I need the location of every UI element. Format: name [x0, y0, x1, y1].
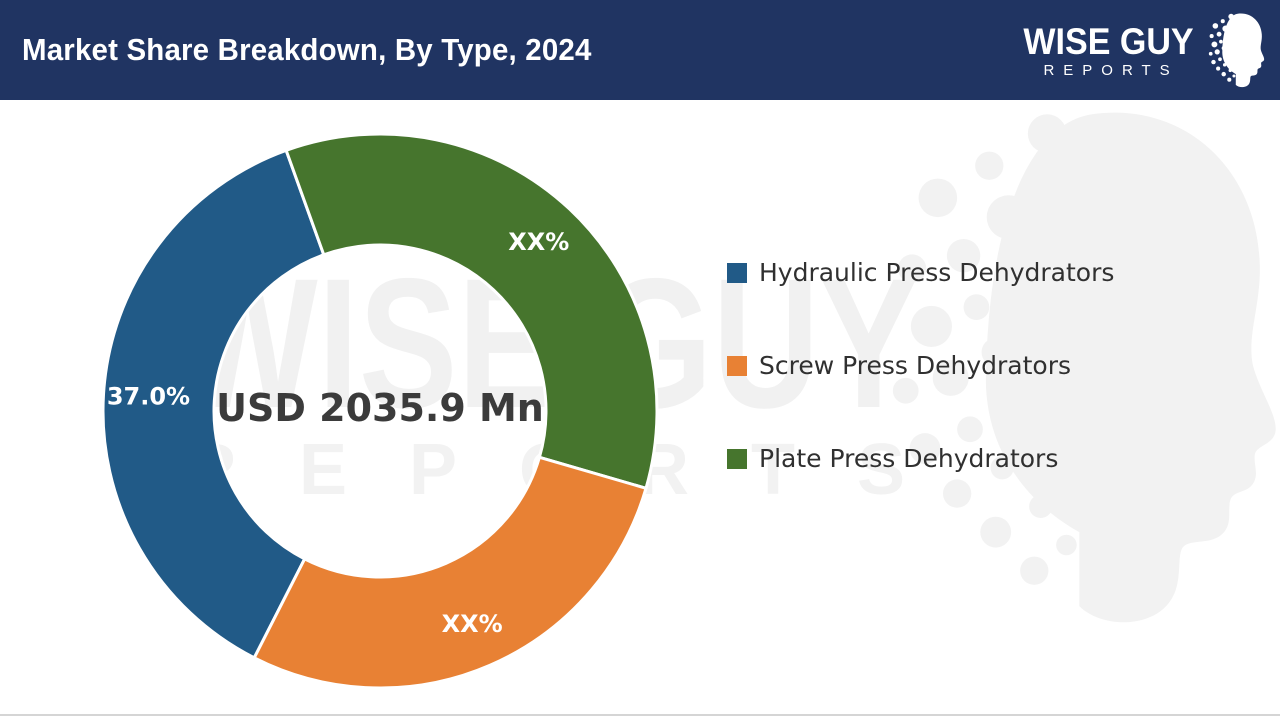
chart-center-value: USD 2035.9 Mn — [216, 386, 544, 430]
page-title: Market Share Breakdown, By Type, 2024 — [22, 32, 592, 67]
brand-text: WISE GUY REPORTS — [1016, 23, 1201, 78]
legend-item-0: Hydraulic Press Dehydrators — [727, 258, 1114, 287]
donut-chart: 37.0% XX% XX% — [101, 132, 659, 690]
legend-item-1: Screw Press Dehydrators — [727, 351, 1114, 380]
brand-face-icon — [1208, 13, 1264, 88]
segment-label-0: 37.0% — [107, 382, 190, 410]
segment-label-2: XX% — [442, 610, 503, 638]
donut-segment-0 — [101, 148, 326, 660]
header-bar: Market Share Breakdown, By Type, 2024 WI… — [0, 0, 1280, 100]
legend-swatch — [727, 262, 747, 283]
legend-label: Plate Press Dehydrators — [759, 444, 1059, 473]
brand-name: WISE GUY — [1022, 20, 1194, 62]
legend-swatch — [727, 448, 747, 469]
legend-swatch — [727, 355, 747, 376]
brand-subtitle: REPORTS — [1043, 61, 1179, 79]
legend-item-2: Plate Press Dehydrators — [727, 444, 1114, 473]
donut-segment-1 — [284, 132, 659, 490]
legend-label: Screw Press Dehydrators — [759, 351, 1071, 380]
segment-label-1: XX% — [508, 228, 569, 256]
footer-divider — [0, 714, 1280, 716]
donut-segment-2 — [252, 455, 648, 690]
chart-legend: Hydraulic Press Dehydrators Screw Press D… — [727, 258, 1114, 473]
legend-label: Hydraulic Press Dehydrators — [759, 258, 1115, 287]
brand-logo: WISE GUY REPORTS — [1016, 10, 1266, 90]
